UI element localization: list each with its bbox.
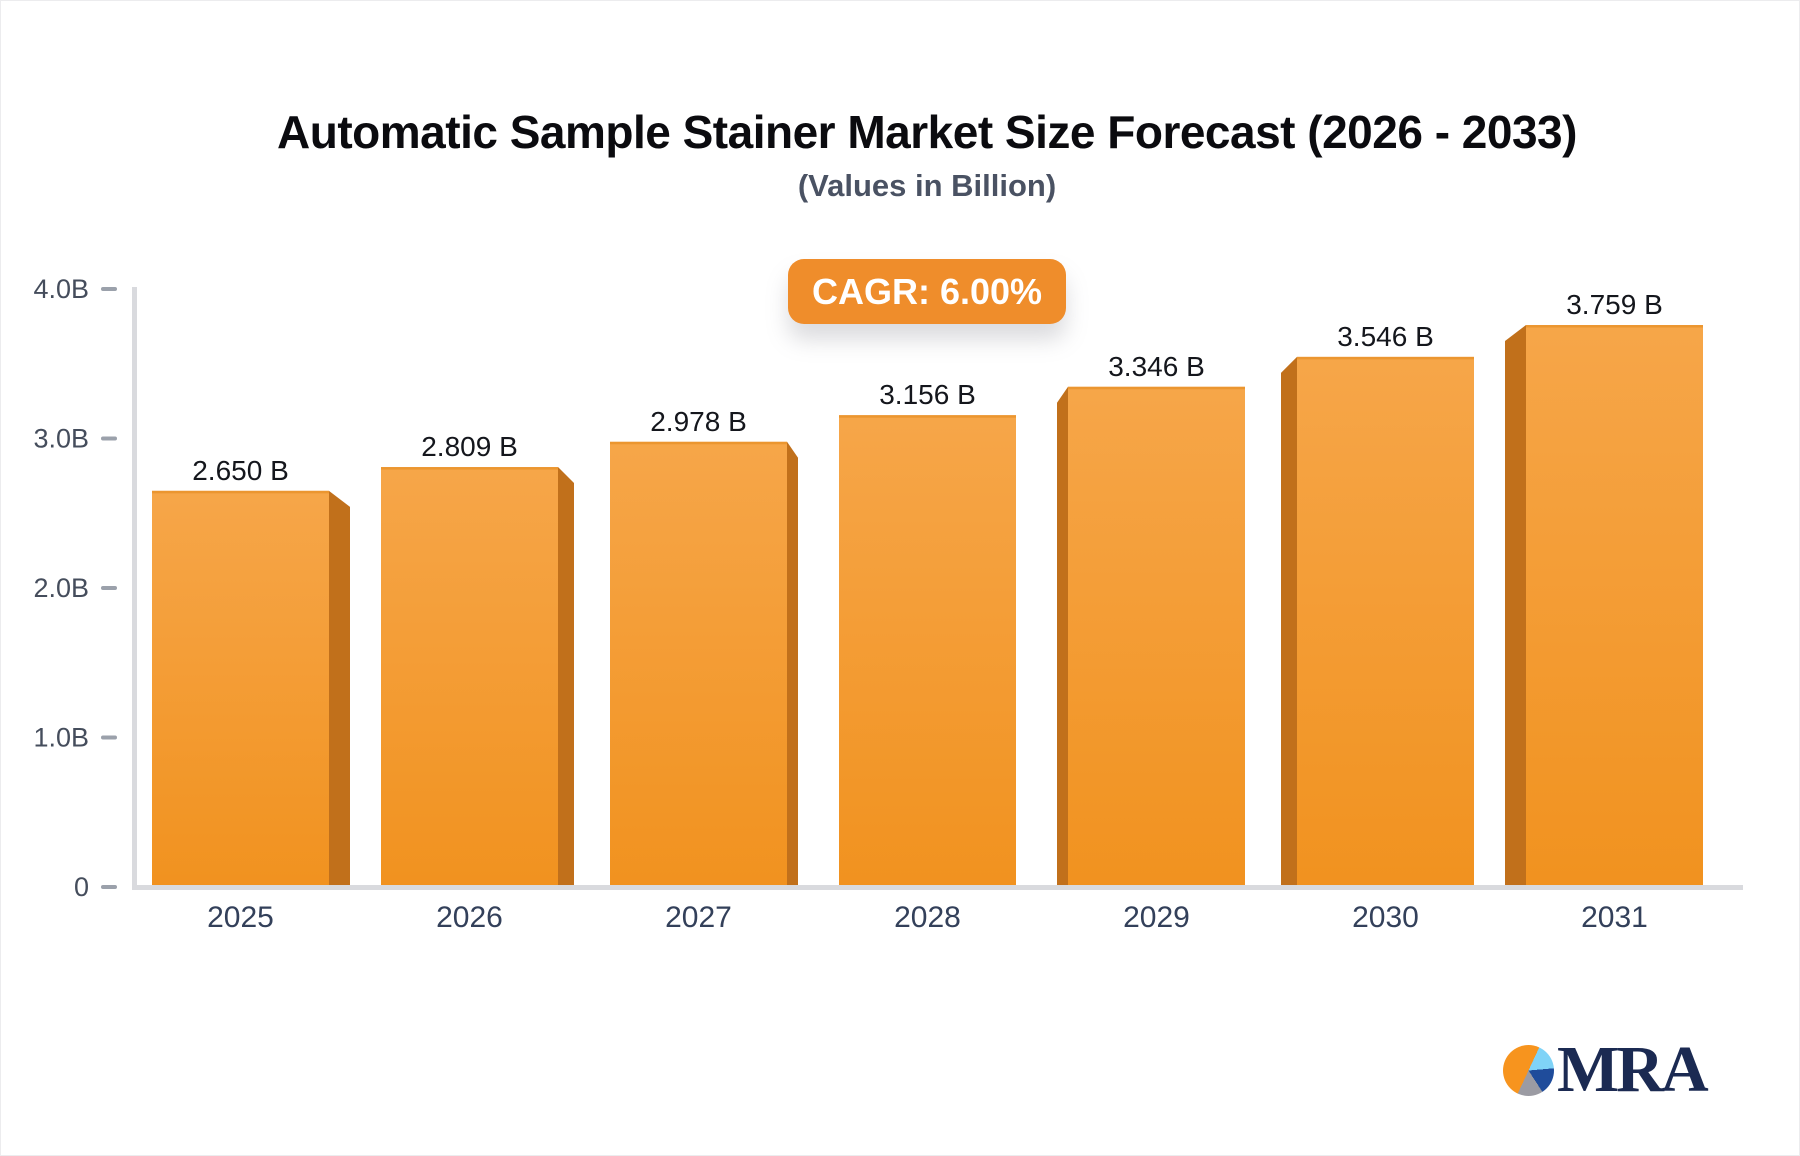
x-tick-label: 2025 bbox=[207, 901, 274, 934]
bar-side-face bbox=[558, 467, 574, 887]
bar-top-edge bbox=[381, 467, 558, 470]
y-tick-label: 1.0B bbox=[33, 723, 89, 753]
y-tick-label: 2.0B bbox=[33, 573, 89, 603]
bar-2030 bbox=[1297, 356, 1474, 887]
y-axis-line bbox=[132, 287, 137, 890]
bar-2025 bbox=[152, 490, 329, 887]
x-tick-label: 2026 bbox=[436, 901, 503, 934]
pie-chart-icon bbox=[1503, 1044, 1554, 1096]
x-tick-label: 2029 bbox=[1123, 901, 1190, 934]
bar-value-label: 2.978 B bbox=[650, 406, 747, 437]
y-tick-mark bbox=[101, 436, 117, 441]
page-title: Automatic Sample Stainer Market Size For… bbox=[277, 106, 1577, 158]
bar-value-label: 3.759 B bbox=[1566, 289, 1663, 320]
bar-2028 bbox=[839, 415, 1016, 887]
bar-top-edge bbox=[610, 441, 787, 445]
page-subtitle: (Values in Billion) bbox=[797, 168, 1057, 203]
bar-side-face bbox=[1505, 325, 1526, 887]
bar-side-face bbox=[787, 441, 798, 887]
x-tick-label: 2027 bbox=[665, 901, 732, 934]
cagr-badge: CAGR: 6.00% bbox=[788, 259, 1066, 324]
y-tick-mark bbox=[101, 735, 117, 740]
bar-top-edge bbox=[1526, 325, 1703, 328]
y-tick-mark bbox=[101, 287, 117, 291]
y-tick-label: 0 bbox=[74, 872, 89, 902]
bar-value-label: 2.650 B bbox=[192, 455, 289, 486]
y-tick-label: 4.0B bbox=[33, 274, 89, 304]
y-tick-mark bbox=[101, 885, 117, 889]
bar-2026 bbox=[381, 467, 558, 887]
bar-value-label: 3.156 B bbox=[879, 379, 976, 410]
bar-2029 bbox=[1068, 386, 1245, 887]
bar-2031 bbox=[1526, 325, 1703, 887]
y-tick-mark bbox=[101, 586, 117, 590]
x-axis-line bbox=[132, 885, 1743, 890]
x-tick-label: 2030 bbox=[1352, 901, 1419, 934]
bar-side-face bbox=[329, 490, 350, 887]
bar-side-face bbox=[1057, 386, 1068, 887]
bar-top-edge bbox=[1297, 356, 1474, 360]
y-tick-label: 3.0B bbox=[33, 424, 89, 454]
x-tick-label: 2031 bbox=[1581, 901, 1648, 934]
bar-top-edge bbox=[839, 415, 1016, 418]
x-tick-label: 2028 bbox=[894, 901, 961, 934]
bar-2027 bbox=[610, 441, 787, 887]
bar-value-label: 3.546 B bbox=[1337, 321, 1434, 352]
bar-top-edge bbox=[152, 490, 329, 494]
bar-top-edge bbox=[1068, 386, 1245, 390]
mra-logo: MRA bbox=[1503, 1033, 1709, 1106]
bar-side-face bbox=[1281, 356, 1297, 887]
logo-text: MRA bbox=[1557, 1033, 1709, 1106]
bar-value-label: 2.809 B bbox=[421, 431, 518, 462]
bar-value-label: 3.346 B bbox=[1108, 351, 1205, 382]
